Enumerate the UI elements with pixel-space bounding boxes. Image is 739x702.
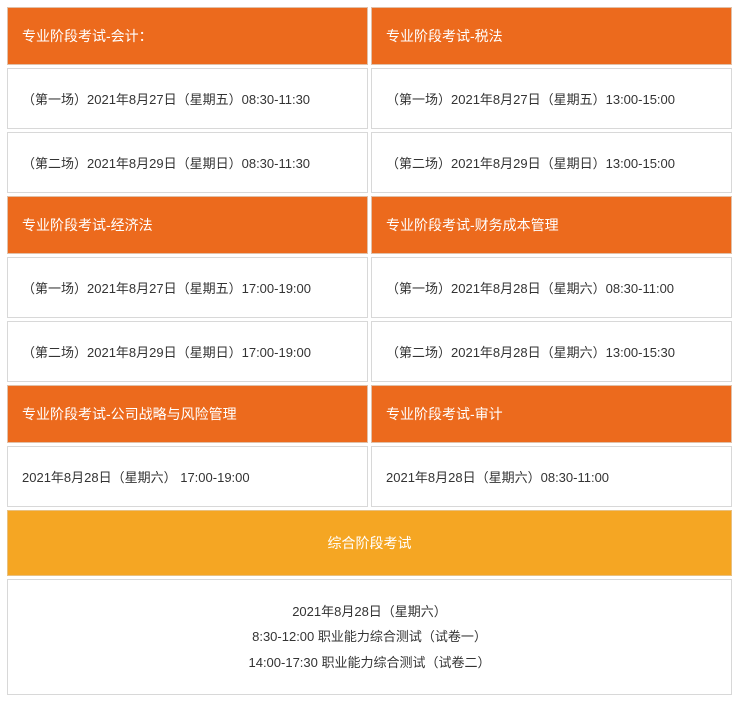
comprehensive-line2: 8:30-12:00 职业能力综合测试（试卷一） bbox=[22, 625, 717, 648]
exam-schedule-table: 专业阶段考试-会计： 专业阶段考试-税法 （第一场）2021年8月27日（星期五… bbox=[4, 4, 735, 698]
section1-row1-left: （第一场）2021年8月27日（星期五）08:30-11:30 bbox=[7, 68, 368, 129]
section1-right-header: 专业阶段考试-税法 bbox=[371, 7, 732, 65]
section2-left-header: 专业阶段考试-经济法 bbox=[7, 196, 368, 254]
section1-left-header: 专业阶段考试-会计： bbox=[7, 7, 368, 65]
comprehensive-line1: 2021年8月28日（星期六） bbox=[22, 600, 717, 623]
section3-right-header: 专业阶段考试-审计 bbox=[371, 385, 732, 443]
comprehensive-line3: 14:00-17:30 职业能力综合测试（试卷二） bbox=[22, 651, 717, 674]
section1-row1-right: （第一场）2021年8月27日（星期五）13:00-15:00 bbox=[371, 68, 732, 129]
section3-row1-right: 2021年8月28日（星期六）08:30-11:00 bbox=[371, 446, 732, 507]
section2-row1-right: （第一场）2021年8月28日（星期六）08:30-11:00 bbox=[371, 257, 732, 318]
section2-row1-left: （第一场）2021年8月27日（星期五）17:00-19:00 bbox=[7, 257, 368, 318]
section2-right-header: 专业阶段考试-财务成本管理 bbox=[371, 196, 732, 254]
section3-left-header: 专业阶段考试-公司战略与风险管理 bbox=[7, 385, 368, 443]
comprehensive-content: 2021年8月28日（星期六） 8:30-12:00 职业能力综合测试（试卷一）… bbox=[7, 579, 732, 695]
section3-row1-left: 2021年8月28日（星期六） 17:00-19:00 bbox=[7, 446, 368, 507]
comprehensive-header: 综合阶段考试 bbox=[7, 510, 732, 576]
section1-row2-right: （第二场）2021年8月29日（星期日）13:00-15:00 bbox=[371, 132, 732, 193]
section1-row2-left: （第二场）2021年8月29日（星期日）08:30-11:30 bbox=[7, 132, 368, 193]
section2-row2-right: （第二场）2021年8月28日（星期六）13:00-15:30 bbox=[371, 321, 732, 382]
section2-row2-left: （第二场）2021年8月29日（星期日）17:00-19:00 bbox=[7, 321, 368, 382]
